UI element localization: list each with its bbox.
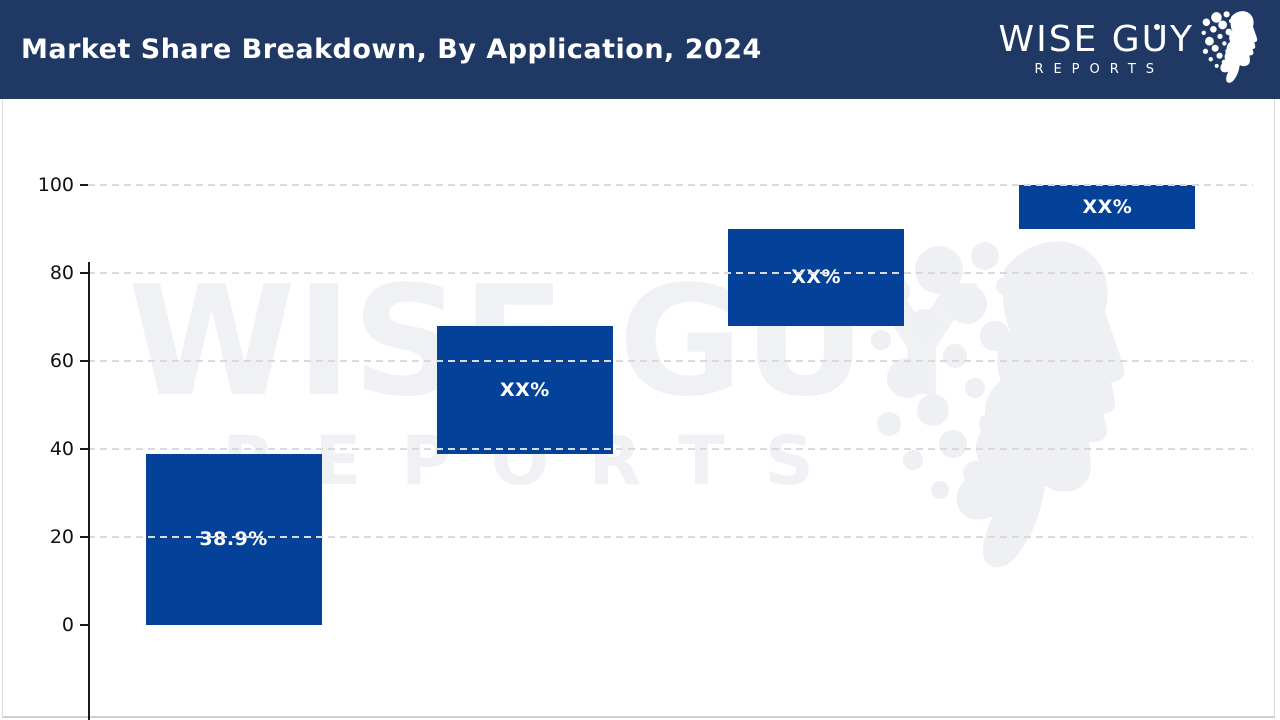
- bar-value-label: XX%: [499, 378, 550, 401]
- bar-value-label: 38.9%: [199, 528, 268, 551]
- gridline: [88, 536, 1253, 538]
- waterfall-chart: 38.9%XX%XX%XX% AgrochemicalsPharmaceutic…: [0, 99, 1280, 720]
- bar-value-label: XX%: [1082, 196, 1133, 218]
- y-tick-label: 40: [49, 438, 74, 460]
- y-tick-label: 60: [49, 350, 74, 372]
- y-tick-label: 80: [49, 262, 74, 284]
- y-tick-mark: [80, 624, 88, 626]
- wise-guy-reports-logo: WISE GUY REPORTS: [999, 0, 1265, 99]
- gridline: [88, 272, 1253, 274]
- gridline: [88, 184, 1253, 186]
- logo-dot: [1154, 24, 1160, 30]
- watermark-face-icon: [855, 228, 1155, 612]
- y-tick-mark: [80, 184, 88, 186]
- logo-text: WISE GUY REPORTS: [998, 19, 1195, 78]
- logo-face-icon: [1198, 8, 1264, 92]
- gridline: [88, 448, 1253, 450]
- bar-solvents: XX%: [1019, 185, 1196, 229]
- bar-detergents: XX%: [728, 229, 905, 326]
- plot-area: 38.9% XX% XX% XX%: [88, 163, 1253, 625]
- y-tick-mark: [80, 536, 88, 538]
- header-bar: Market Share Breakdown, By Application, …: [0, 0, 1280, 99]
- logo-reports-text: REPORTS: [1034, 62, 1165, 77]
- bar-pharmaceuticals: XX%: [436, 325, 613, 454]
- bar-agrochemicals: 38.9%: [145, 453, 322, 625]
- gridline: [88, 360, 1253, 362]
- y-tick-mark: [80, 448, 88, 450]
- y-axis-line: [88, 262, 90, 720]
- y-tick-label: 20: [49, 526, 74, 548]
- page-title: Market Share Breakdown, By Application, …: [21, 34, 762, 65]
- y-tick-label: 100: [37, 174, 74, 196]
- logo-brand-text: WISE GUY: [998, 19, 1194, 60]
- y-tick-mark: [80, 360, 88, 362]
- y-tick-mark: [80, 272, 88, 274]
- page-border: [2, 99, 1275, 718]
- bar-value-label: XX%: [791, 266, 842, 289]
- y-tick-label: 0: [61, 614, 74, 636]
